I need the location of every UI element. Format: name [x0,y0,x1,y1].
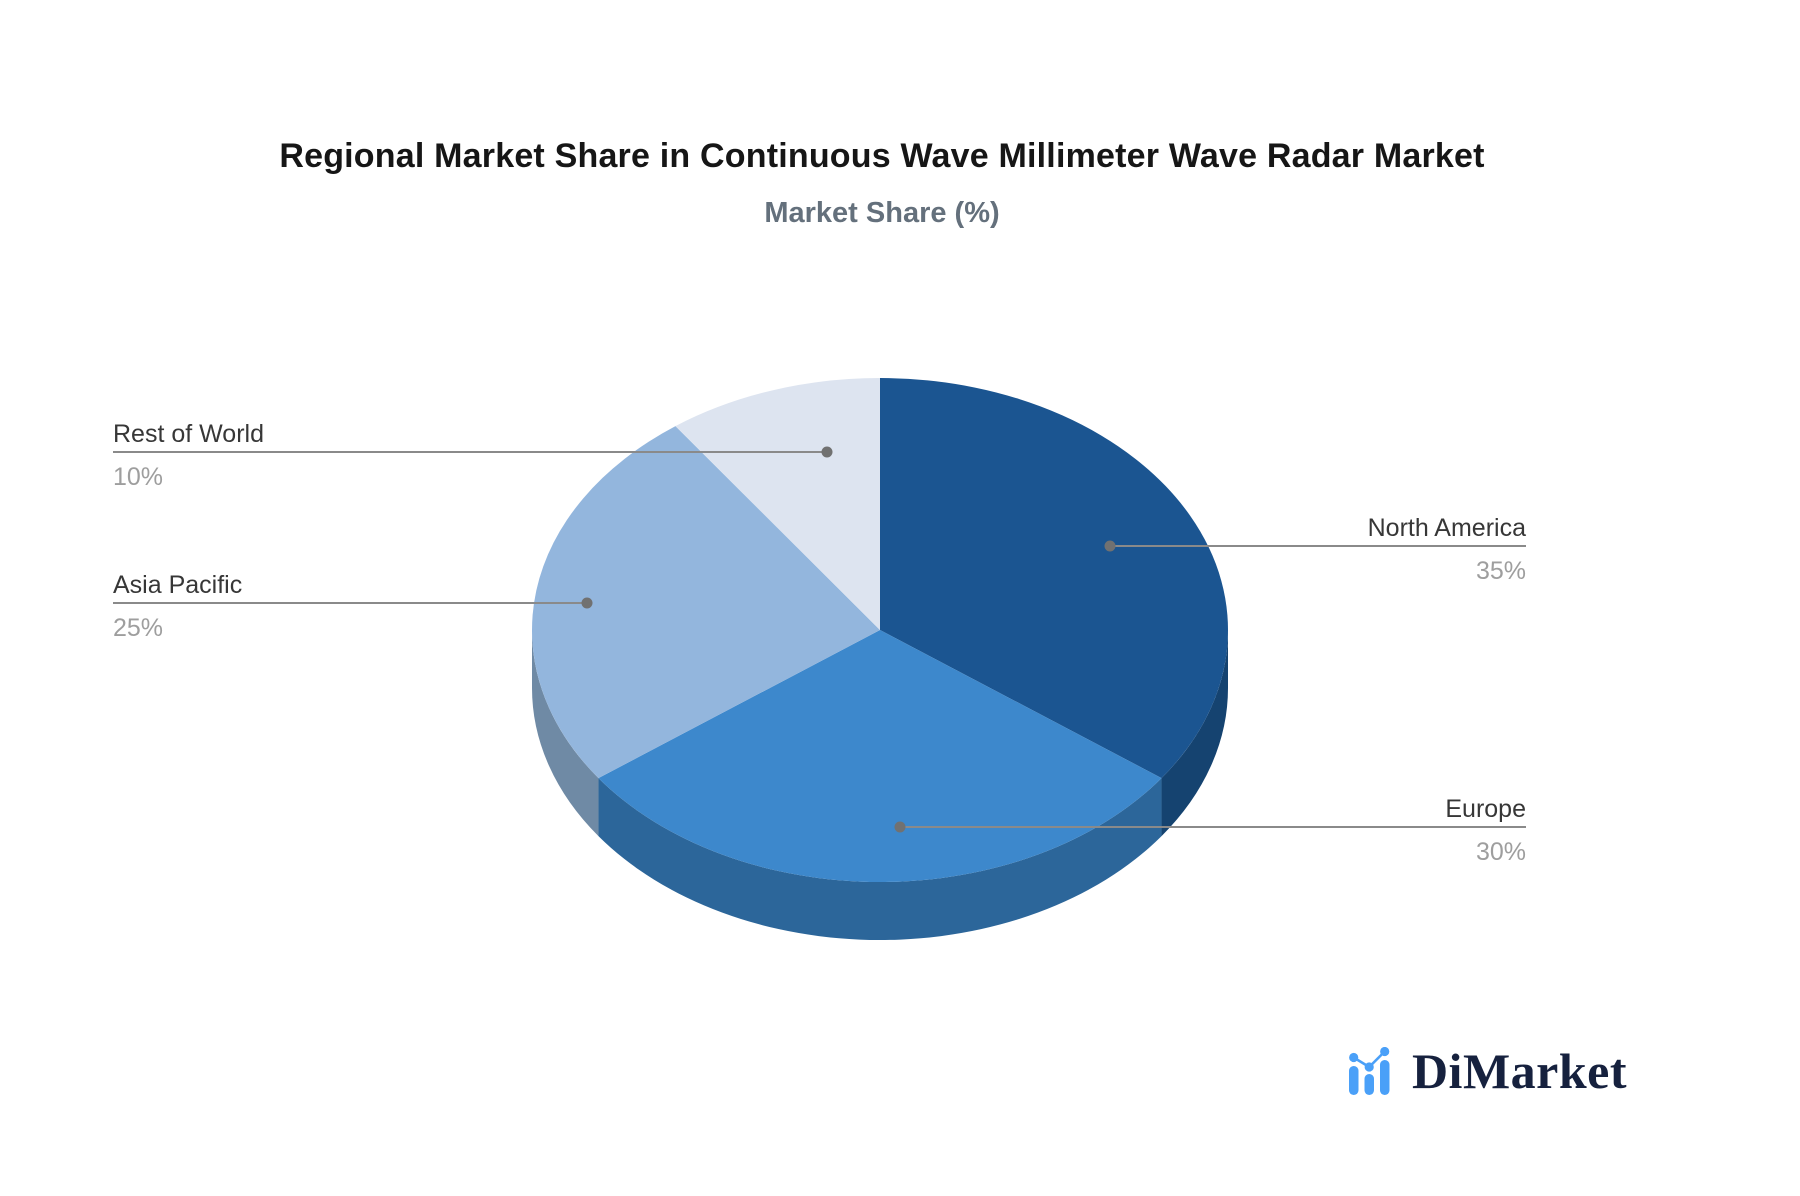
pie-slice-europe[interactable] [598,630,1162,883]
callout-label: North America [1367,514,1526,542]
callout-value: 25% [113,614,164,642]
pie-slice-north-america[interactable] [880,378,1228,779]
leader-dot-rest-of-world [821,446,833,458]
pie-slice-asia-pacific[interactable] [532,426,880,779]
chart-subtitle: Market Share (%) [764,197,1000,229]
callout-label: Rest of World [113,420,264,448]
bar-line-chart-icon [1348,1047,1390,1095]
callout-asia-pacific: Asia Pacific 25% [113,570,242,643]
callout-value: 30% [1475,838,1526,866]
dimarket-logo[interactable]: DiMarket [1347,1044,1627,1098]
pie-slice-side-asia-pacific [532,630,599,837]
leader-dot-europe [894,821,906,833]
logo-text: DiMarket [1411,1043,1627,1099]
pie-slice-side-europe [598,778,1162,940]
callout-label: Asia Pacific [113,571,243,599]
callout-europe: Europe 30% [1445,794,1526,867]
callout-north-america: North America 35% [1368,513,1526,586]
pie-slice-side-north-america [1161,630,1228,837]
callout-value: 10% [113,463,164,491]
callout-label: Europe [1445,795,1526,823]
callout-rest-of-world: Rest of World 10% [113,419,264,492]
callout-value: 35% [1475,557,1526,585]
pie-slice-rest-of-world[interactable] [675,378,880,630]
leader-dot-north-america [1104,540,1116,552]
chart-title: Regional Market Share in Continuous Wave… [279,137,1485,175]
leader-dot-asia-pacific [581,597,593,609]
